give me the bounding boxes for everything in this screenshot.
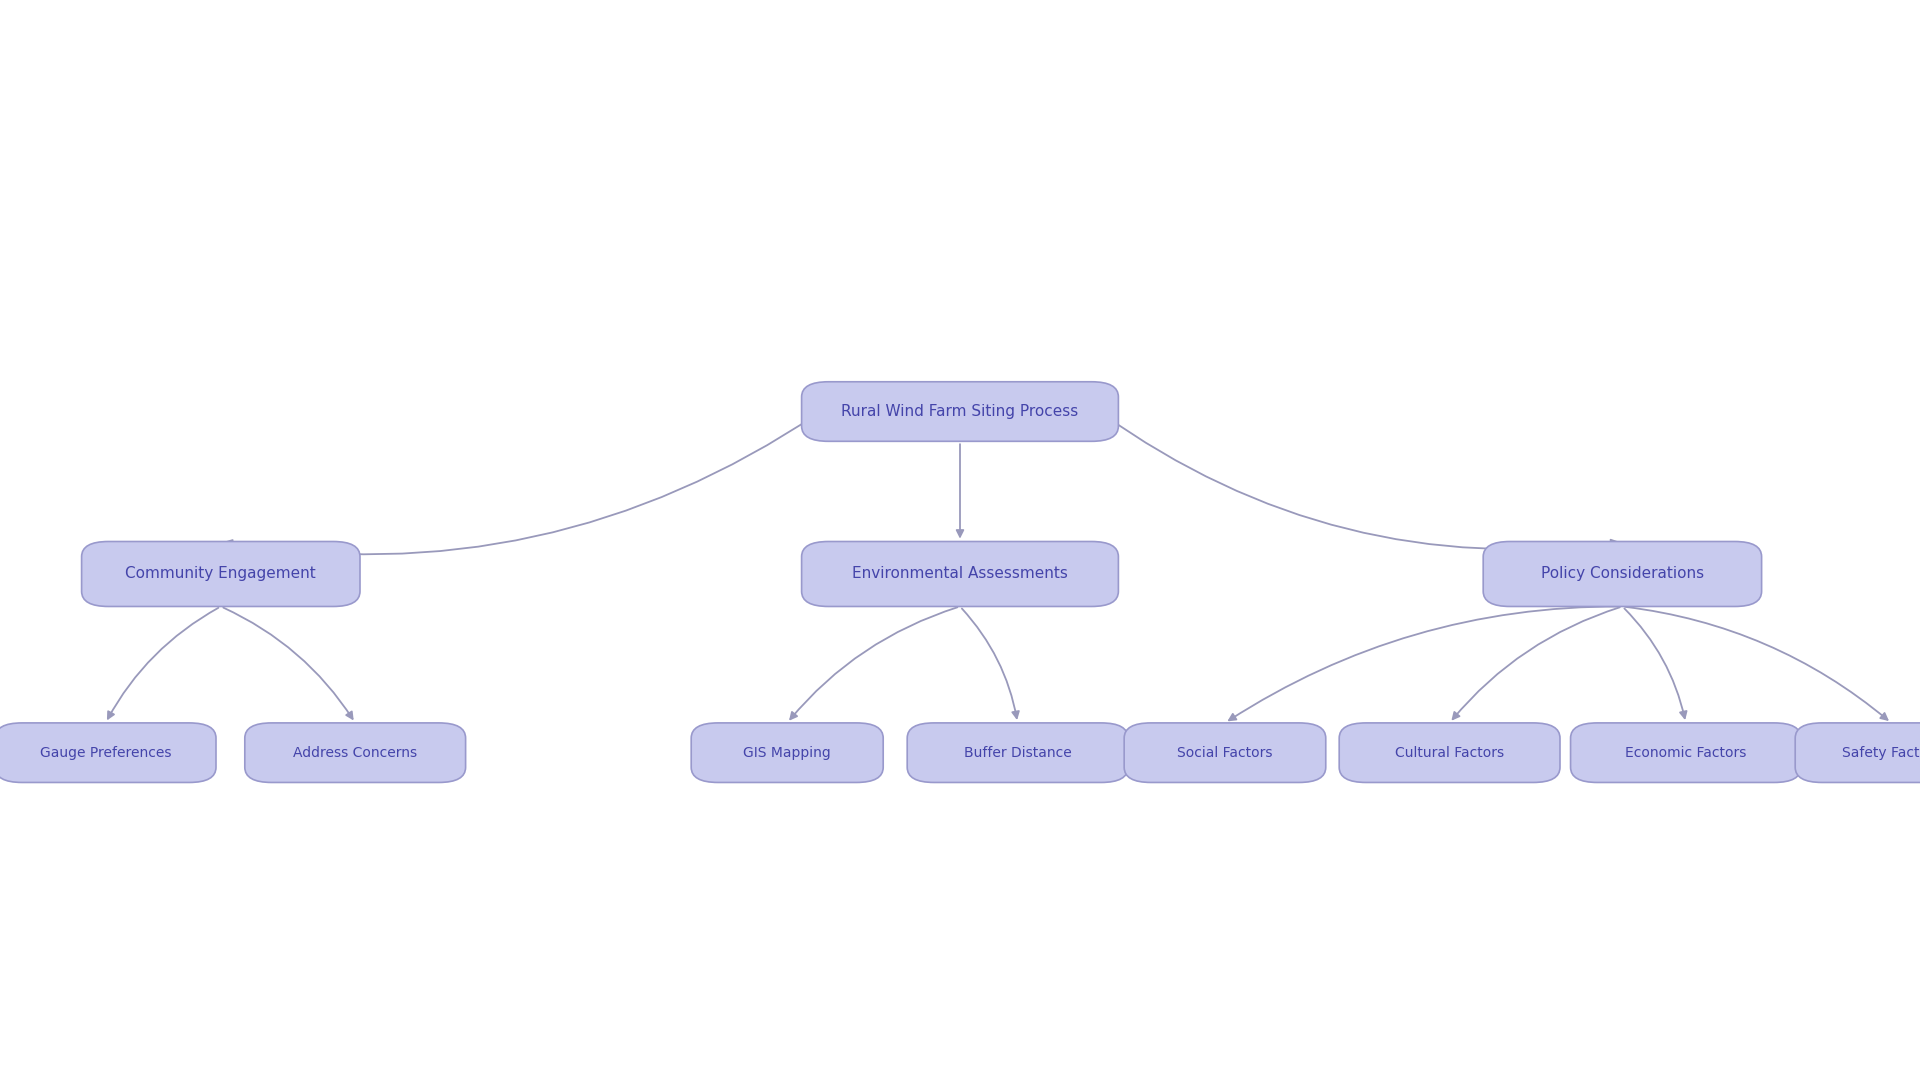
Text: Address Concerns: Address Concerns <box>294 746 417 759</box>
Text: Environmental Assessments: Environmental Assessments <box>852 566 1068 582</box>
Text: Policy Considerations: Policy Considerations <box>1542 566 1703 582</box>
FancyBboxPatch shape <box>1795 723 1920 782</box>
Text: Community Engagement: Community Engagement <box>125 566 317 582</box>
FancyBboxPatch shape <box>801 381 1117 442</box>
FancyBboxPatch shape <box>83 542 361 606</box>
FancyBboxPatch shape <box>691 723 883 782</box>
FancyBboxPatch shape <box>1571 723 1801 782</box>
Text: Gauge Preferences: Gauge Preferences <box>40 746 171 759</box>
Text: Cultural Factors: Cultural Factors <box>1396 746 1503 759</box>
FancyBboxPatch shape <box>0 723 215 782</box>
FancyBboxPatch shape <box>801 542 1117 606</box>
Text: Social Factors: Social Factors <box>1177 746 1273 759</box>
FancyBboxPatch shape <box>1482 542 1763 606</box>
Text: Economic Factors: Economic Factors <box>1624 746 1747 759</box>
FancyBboxPatch shape <box>1340 723 1559 782</box>
FancyBboxPatch shape <box>908 723 1129 782</box>
Text: Buffer Distance: Buffer Distance <box>964 746 1071 759</box>
Text: GIS Mapping: GIS Mapping <box>743 746 831 759</box>
Text: Rural Wind Farm Siting Process: Rural Wind Farm Siting Process <box>841 404 1079 419</box>
Text: Safety Factors: Safety Factors <box>1841 746 1920 759</box>
FancyBboxPatch shape <box>246 723 465 782</box>
FancyBboxPatch shape <box>1125 723 1325 782</box>
